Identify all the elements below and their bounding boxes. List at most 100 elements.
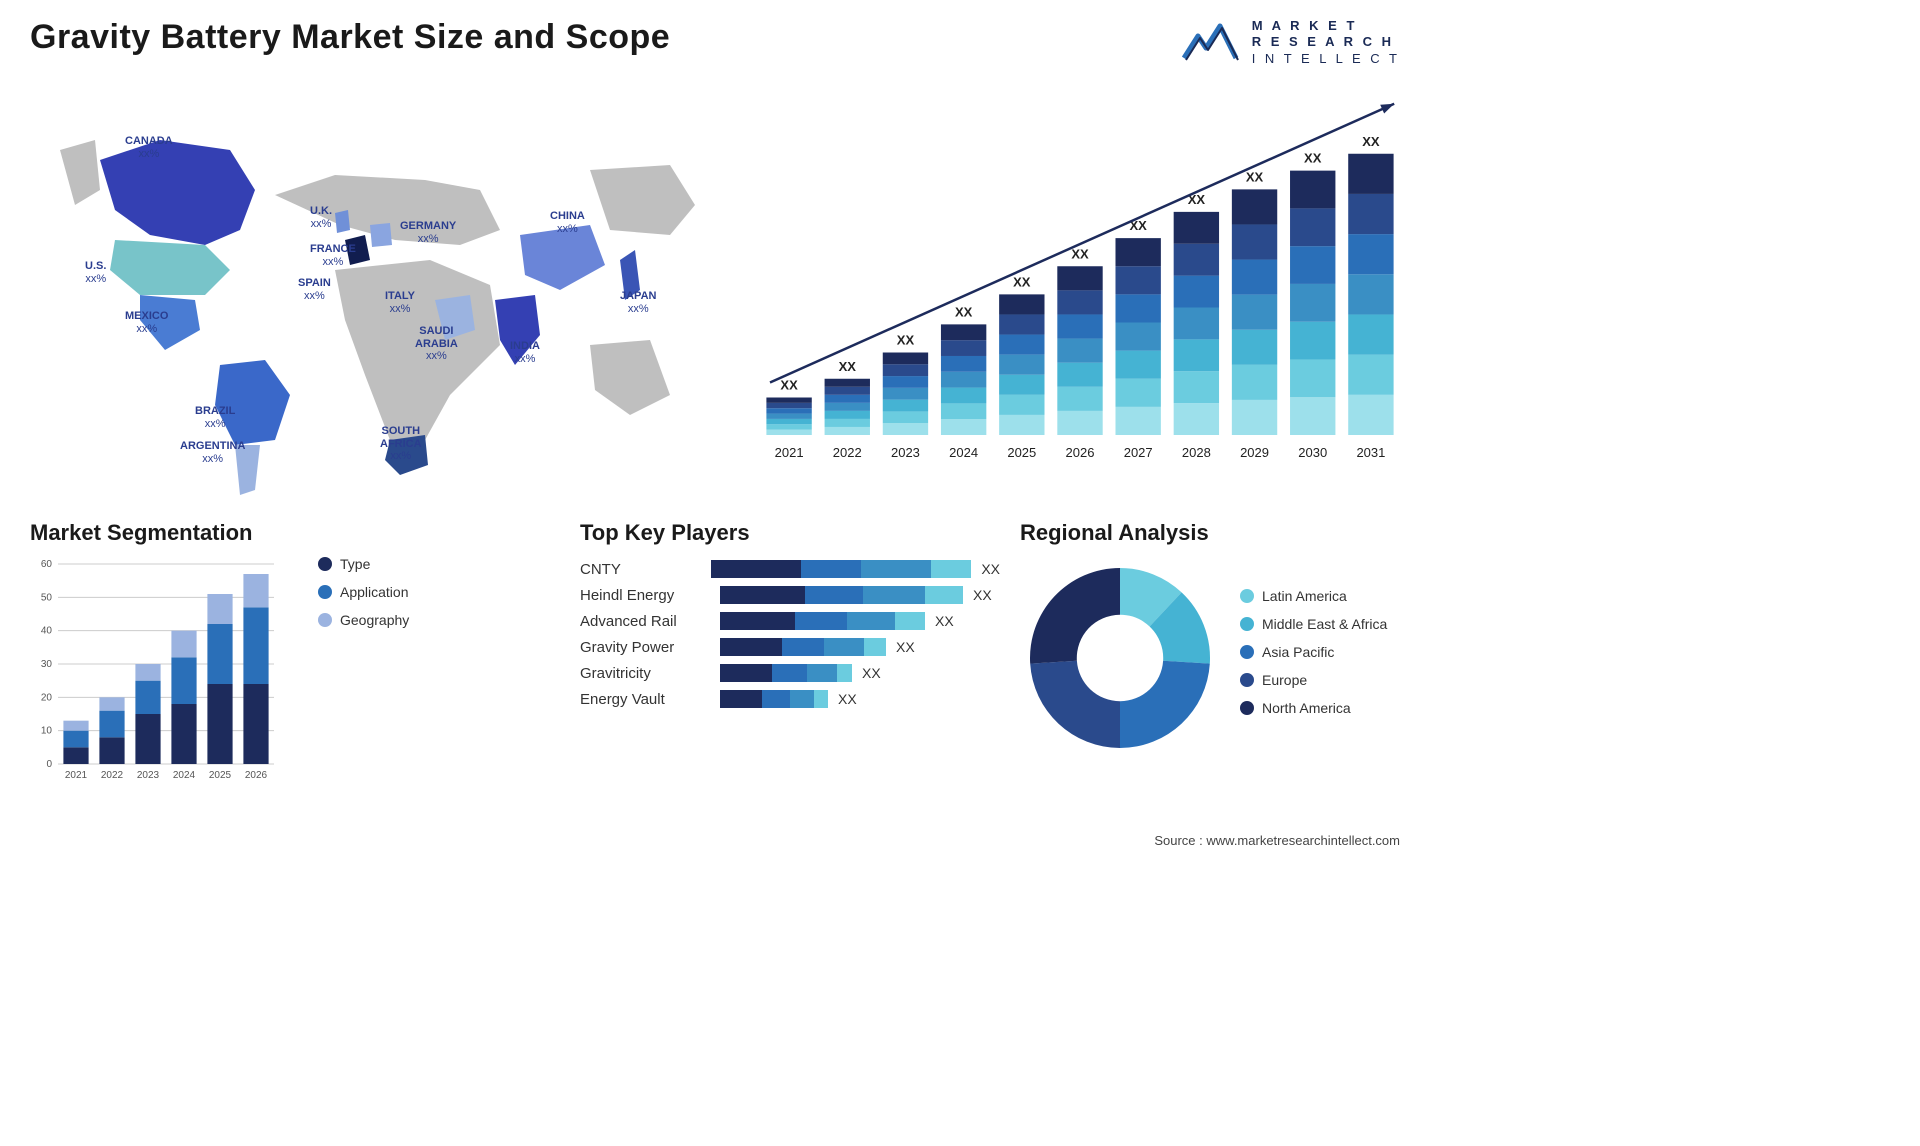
segmentation-title: Market Segmentation bbox=[30, 520, 470, 546]
player-name: Gravitricity bbox=[580, 665, 720, 682]
svg-text:XX: XX bbox=[1246, 169, 1264, 184]
svg-text:XX: XX bbox=[897, 333, 915, 348]
svg-text:2024: 2024 bbox=[949, 445, 978, 460]
player-bar-segment bbox=[801, 560, 861, 578]
player-bar bbox=[711, 560, 971, 578]
svg-text:2026: 2026 bbox=[245, 770, 268, 781]
svg-text:2021: 2021 bbox=[65, 770, 88, 781]
regional-donut-svg bbox=[1020, 558, 1220, 758]
player-name: CNTY bbox=[580, 561, 711, 578]
legend-item: North America bbox=[1240, 700, 1387, 716]
svg-text:10: 10 bbox=[41, 726, 53, 737]
player-bar-segment bbox=[772, 664, 807, 682]
segmentation-section: Market Segmentation 01020304050602021202… bbox=[30, 520, 470, 796]
player-value: XX bbox=[935, 613, 954, 629]
growth-chart-svg: XX2021XX2022XX2023XX2024XX2025XX2026XX20… bbox=[740, 95, 1410, 495]
legend-dot-icon bbox=[318, 613, 332, 627]
player-bar-segment bbox=[720, 690, 762, 708]
legend-dot-icon bbox=[318, 585, 332, 599]
player-bar-segment bbox=[795, 612, 847, 630]
svg-text:20: 20 bbox=[41, 692, 53, 703]
player-bar-segment bbox=[861, 560, 931, 578]
brand-logo: M A R K E T R E S E A R C H I N T E L L … bbox=[1180, 18, 1400, 67]
svg-text:2028: 2028 bbox=[1182, 445, 1211, 460]
world-map: CANADAxx%U.S.xx%MEXICOxx%BRAZILxx%ARGENT… bbox=[30, 95, 710, 495]
player-value: XX bbox=[973, 587, 992, 603]
svg-text:2031: 2031 bbox=[1356, 445, 1385, 460]
player-name: Heindl Energy bbox=[580, 587, 720, 604]
legend-dot-icon bbox=[318, 557, 332, 571]
svg-text:0: 0 bbox=[46, 759, 52, 770]
segmentation-legend: TypeApplicationGeography bbox=[318, 556, 409, 640]
svg-text:60: 60 bbox=[41, 559, 53, 570]
player-value: XX bbox=[862, 665, 881, 681]
svg-text:2026: 2026 bbox=[1066, 445, 1095, 460]
legend-item: Europe bbox=[1240, 672, 1387, 688]
player-bar-segment bbox=[814, 690, 828, 708]
player-row: CNTY XX bbox=[580, 560, 1000, 578]
legend-dot-icon bbox=[1240, 673, 1254, 687]
svg-text:2025: 2025 bbox=[1007, 445, 1036, 460]
player-bar-segment bbox=[720, 664, 772, 682]
svg-text:XX: XX bbox=[1013, 274, 1031, 289]
legend-label: Geography bbox=[340, 612, 409, 628]
legend-label: Asia Pacific bbox=[1262, 644, 1334, 660]
player-bar-segment bbox=[847, 612, 895, 630]
svg-text:2022: 2022 bbox=[833, 445, 862, 460]
svg-text:XX: XX bbox=[1362, 134, 1380, 149]
growth-bar-chart: XX2021XX2022XX2023XX2024XX2025XX2026XX20… bbox=[740, 95, 1410, 495]
page-title: Gravity Battery Market Size and Scope bbox=[30, 18, 670, 57]
players-list: CNTYXXHeindl EnergyXXAdvanced RailXXGrav… bbox=[580, 560, 1000, 708]
legend-label: Type bbox=[340, 556, 370, 572]
legend-item: Middle East & Africa bbox=[1240, 616, 1387, 632]
players-section: Top Key Players CNTYXXHeindl EnergyXXAdv… bbox=[580, 520, 1000, 716]
player-row: Gravity Power XX bbox=[580, 638, 1000, 656]
legend-dot-icon bbox=[1240, 589, 1254, 603]
player-bar bbox=[720, 612, 925, 630]
svg-text:30: 30 bbox=[41, 659, 53, 670]
player-bar-segment bbox=[720, 586, 805, 604]
svg-text:2023: 2023 bbox=[891, 445, 920, 460]
player-row: Energy Vault XX bbox=[580, 690, 1000, 708]
svg-text:XX: XX bbox=[780, 378, 798, 393]
svg-text:XX: XX bbox=[1304, 151, 1322, 166]
player-value: XX bbox=[838, 691, 857, 707]
svg-text:XX: XX bbox=[955, 304, 973, 319]
player-name: Advanced Rail bbox=[580, 613, 720, 630]
regional-section: Regional Analysis Latin America Middle Ea… bbox=[1020, 520, 1420, 758]
player-bar-segment bbox=[864, 638, 886, 656]
svg-text:50: 50 bbox=[41, 592, 53, 603]
player-name: Gravity Power bbox=[580, 639, 720, 656]
legend-dot-icon bbox=[1240, 645, 1254, 659]
player-bar-segment bbox=[925, 586, 963, 604]
legend-dot-icon bbox=[1240, 701, 1254, 715]
player-value: XX bbox=[981, 561, 1000, 577]
regional-legend: Latin America Middle East & Africa Asia Pa… bbox=[1240, 588, 1387, 728]
legend-label: Europe bbox=[1262, 672, 1307, 688]
svg-text:2024: 2024 bbox=[173, 770, 196, 781]
player-bar-segment bbox=[863, 586, 925, 604]
legend-label: North America bbox=[1262, 700, 1351, 716]
player-value: XX bbox=[896, 639, 915, 655]
legend-item: Asia Pacific bbox=[1240, 644, 1387, 660]
player-bar-segment bbox=[837, 664, 852, 682]
legend-label: Latin America bbox=[1262, 588, 1347, 604]
player-bar-segment bbox=[931, 560, 971, 578]
logo-mark-icon bbox=[1180, 18, 1240, 66]
player-row: Gravitricity XX bbox=[580, 664, 1000, 682]
player-bar bbox=[720, 586, 963, 604]
player-bar bbox=[720, 664, 852, 682]
svg-text:2022: 2022 bbox=[101, 770, 124, 781]
svg-text:2029: 2029 bbox=[1240, 445, 1269, 460]
player-name: Energy Vault bbox=[580, 691, 720, 708]
player-row: Advanced Rail XX bbox=[580, 612, 1000, 630]
svg-text:XX: XX bbox=[1071, 246, 1089, 261]
player-bar-segment bbox=[807, 664, 837, 682]
player-bar-segment bbox=[720, 638, 782, 656]
regional-title: Regional Analysis bbox=[1020, 520, 1420, 546]
legend-dot-icon bbox=[1240, 617, 1254, 631]
player-bar-segment bbox=[895, 612, 925, 630]
player-bar-segment bbox=[824, 638, 864, 656]
player-bar-segment bbox=[711, 560, 801, 578]
player-bar bbox=[720, 690, 828, 708]
